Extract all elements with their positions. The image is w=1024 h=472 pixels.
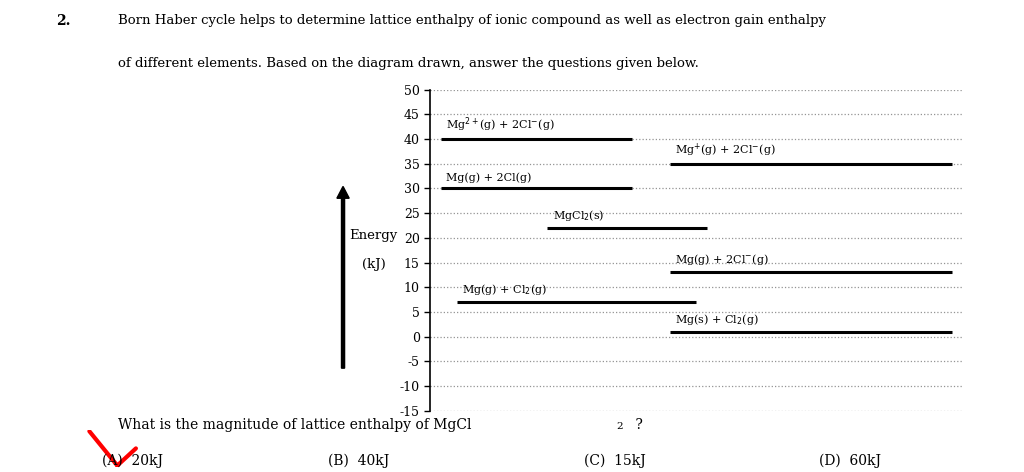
- Text: Mg(g) + 2Cl(g): Mg(g) + 2Cl(g): [446, 173, 531, 184]
- Text: Energy: Energy: [349, 229, 398, 243]
- Text: (kJ): (kJ): [361, 258, 386, 271]
- Text: 2.: 2.: [56, 14, 71, 28]
- Text: MgCl$_2$(s): MgCl$_2$(s): [553, 208, 604, 223]
- Text: of different elements. Based on the diagram drawn, answer the questions given be: of different elements. Based on the diag…: [118, 57, 698, 70]
- Text: (B)  40kJ: (B) 40kJ: [328, 453, 389, 467]
- Text: Mg$^{+}$(g) + 2Cl$^{-}$(g): Mg$^{+}$(g) + 2Cl$^{-}$(g): [675, 142, 776, 159]
- Text: Mg(g) + Cl$_2$(g): Mg(g) + Cl$_2$(g): [462, 282, 547, 297]
- Text: (D)  60kJ: (D) 60kJ: [819, 453, 882, 467]
- Text: (A)  20kJ: (A) 20kJ: [102, 453, 164, 467]
- Text: Mg$^{2+}$(g) + 2Cl$^{-}$(g): Mg$^{2+}$(g) + 2Cl$^{-}$(g): [446, 116, 555, 134]
- Text: Mg(g) + 2Cl$^{-}$(g): Mg(g) + 2Cl$^{-}$(g): [675, 253, 769, 268]
- Text: (C)  15kJ: (C) 15kJ: [584, 453, 645, 467]
- Text: ?: ?: [631, 418, 643, 432]
- Text: 2: 2: [616, 422, 623, 431]
- Text: What is the magnitude of lattice enthalpy of MgCl: What is the magnitude of lattice enthalp…: [118, 418, 471, 432]
- Text: Born Haber cycle helps to determine lattice enthalpy of ionic compound as well a: Born Haber cycle helps to determine latt…: [118, 14, 825, 27]
- Text: Mg(s) + Cl$_2$(g): Mg(s) + Cl$_2$(g): [675, 312, 759, 327]
